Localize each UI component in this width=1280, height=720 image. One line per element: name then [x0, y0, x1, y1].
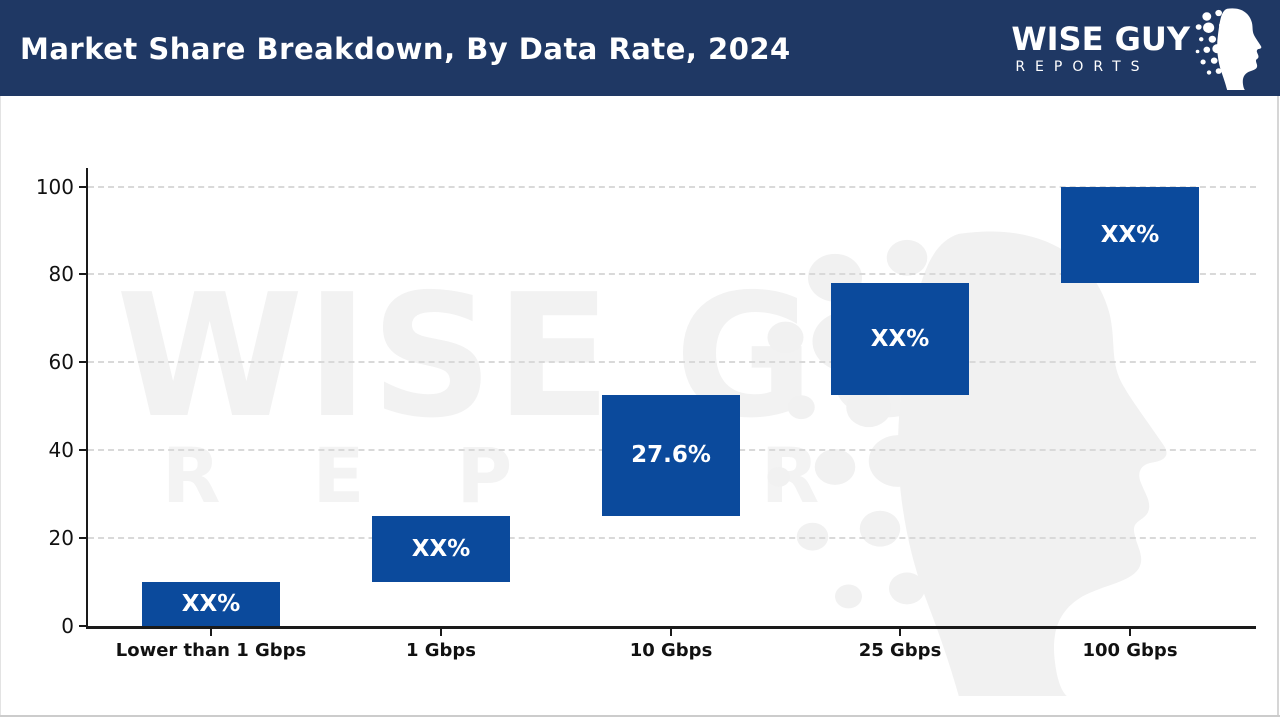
logo-subtitle: REPORTS	[1015, 59, 1150, 75]
x-tick-label: Lower than 1 Gbps	[115, 640, 307, 661]
y-tick-label: 20	[48, 526, 74, 551]
y-axis-tick	[79, 361, 86, 364]
logo-text: WISE GUY REPORTS	[1011, 21, 1190, 75]
gridline	[88, 361, 1256, 364]
x-axis-tick	[1129, 629, 1131, 636]
bar: XX%	[831, 283, 969, 395]
gridline	[88, 185, 1256, 188]
x-axis-tick	[899, 629, 901, 636]
bar: XX%	[1061, 186, 1199, 284]
y-axis-line	[86, 168, 88, 629]
y-tick-label: 60	[48, 350, 74, 375]
bar: XX%	[142, 582, 280, 626]
x-axis-tick	[210, 629, 212, 636]
gridline	[88, 273, 1256, 276]
logo-wordmark: WISE GUY	[1011, 20, 1190, 58]
y-axis-tick	[79, 449, 86, 452]
y-axis-tick	[79, 625, 86, 627]
y-tick-label: 40	[48, 438, 74, 463]
logo-face-icon	[1195, 8, 1262, 90]
x-tick-label: 100 Gbps	[1082, 640, 1178, 661]
page-title: Market Share Breakdown, By Data Rate, 20…	[20, 32, 791, 66]
panel-border-left	[0, 96, 1, 715]
panel-border-bottom	[0, 715, 1280, 717]
bar-value-label: XX%	[1100, 221, 1160, 248]
bar: 27.6%	[602, 394, 740, 517]
x-axis-tick	[670, 629, 672, 636]
y-tick-label: 0	[61, 614, 74, 638]
panel-border-right	[1277, 96, 1279, 715]
bar: XX%	[372, 516, 510, 583]
x-axis-line	[86, 626, 1256, 629]
x-tick-label: 10 Gbps	[629, 640, 713, 661]
gridline	[88, 537, 1256, 540]
x-tick-label: 25 Gbps	[858, 640, 942, 661]
y-axis-tick	[79, 537, 86, 540]
y-tick-label: 100	[35, 174, 74, 199]
bar-value-label: 27.6%	[631, 442, 711, 469]
wise-guy-reports-logo: WISE GUY REPORTS	[1011, 6, 1266, 90]
y-axis-tick	[79, 185, 86, 188]
x-axis-tick	[440, 629, 442, 636]
bar-value-label: XX%	[181, 591, 241, 618]
bar-value-label: XX%	[870, 326, 930, 352]
y-axis-tick	[79, 273, 86, 276]
y-tick-label: 80	[48, 262, 74, 287]
x-tick-label: 1 Gbps	[405, 640, 477, 661]
header-bar: Market Share Breakdown, By Data Rate, 20…	[0, 0, 1280, 96]
bar-value-label: XX%	[411, 536, 471, 563]
